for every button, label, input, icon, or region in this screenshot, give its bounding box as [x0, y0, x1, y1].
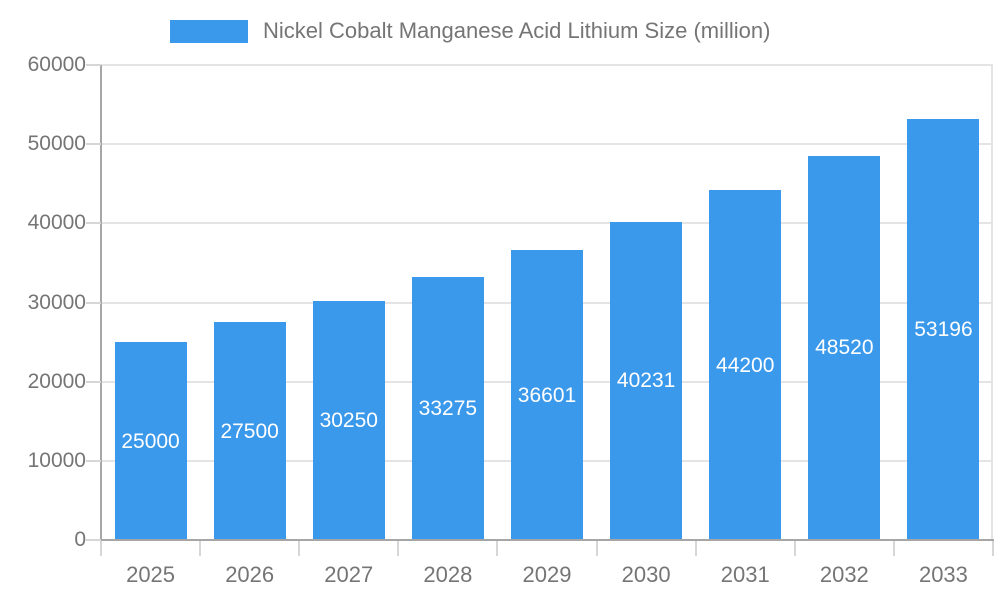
- x-tick-mark: [595, 541, 598, 556]
- y-tick-mark: [86, 539, 101, 541]
- bar[interactable]: 33275: [411, 276, 484, 540]
- x-tick-mark: [892, 541, 895, 556]
- x-axis-label: 2033: [918, 562, 968, 587]
- x-tick-mark: [397, 541, 400, 556]
- y-tick-mark: [86, 143, 101, 146]
- bar[interactable]: 44200: [709, 190, 782, 540]
- y-tick-mark: [86, 380, 101, 383]
- bar-value-label: 33275: [418, 396, 478, 420]
- x-axis-label: 2029: [522, 562, 572, 587]
- x-tick-mark: [100, 541, 102, 556]
- y-axis-label: 10000: [27, 448, 86, 472]
- y-tick-mark: [86, 301, 101, 304]
- bar[interactable]: 40231: [610, 221, 683, 540]
- y-axis-line: [100, 65, 102, 542]
- bar[interactable]: 25000: [114, 342, 187, 540]
- y-tick-mark: [86, 64, 101, 66]
- bar-value-label: 44200: [716, 353, 775, 377]
- x-axis-label: 2026: [225, 562, 275, 587]
- gridline: [101, 143, 993, 146]
- x-axis-label: 2031: [720, 562, 770, 587]
- plot-area: 25000 27500 30250 33275 36601 40231 44200 48520…: [101, 64, 993, 540]
- gridline: [101, 64, 993, 66]
- legend-label: Nickel Cobalt Manganese Acid Lithium Siz…: [263, 18, 771, 43]
- x-axis-label: 2030: [621, 562, 671, 587]
- x-axis-line: [100, 539, 994, 541]
- legend-swatch-icon: [170, 19, 248, 43]
- legend-item[interactable]: Nickel Cobalt Manganese Acid Lithium Siz…: [170, 18, 770, 44]
- x-tick-mark: [496, 541, 499, 556]
- bar-value-label: 48520: [815, 336, 874, 360]
- bar-value-label: 53196: [914, 317, 973, 341]
- y-axis-label: 20000: [27, 369, 86, 393]
- bar[interactable]: 27500: [213, 322, 286, 540]
- bar-value-label: 27500: [220, 419, 279, 443]
- bar[interactable]: 36601: [511, 250, 583, 540]
- bar-value-label: 40231: [616, 369, 676, 393]
- x-axis-label: 2032: [819, 562, 869, 587]
- y-axis-label: 60000: [27, 53, 86, 76]
- y-tick-mark: [86, 459, 101, 462]
- x-tick-mark: [298, 541, 301, 556]
- x-axis-label: 2027: [324, 562, 374, 587]
- x-tick-mark: [199, 541, 202, 556]
- y-axis-label: 40000: [27, 211, 86, 235]
- y-tick-mark: [86, 222, 101, 225]
- bar[interactable]: 53196: [907, 118, 980, 540]
- x-tick-mark: [793, 541, 796, 556]
- bar[interactable]: 48520: [808, 155, 881, 540]
- y-axis-label: 0: [74, 528, 86, 551]
- bar-value-label: 25000: [121, 429, 180, 453]
- y-axis-label: 50000: [27, 132, 86, 156]
- y-axis-label: 30000: [27, 290, 86, 314]
- bar[interactable]: 30250: [312, 300, 385, 540]
- bar-value-label: 30250: [319, 408, 378, 432]
- x-tick-mark: [694, 541, 697, 556]
- x-axis-label: 2028: [423, 562, 473, 587]
- x-axis-label: 2025: [126, 562, 176, 587]
- gridline: [101, 222, 993, 225]
- bar-value-label: 36601: [517, 383, 577, 407]
- x-tick-mark: [992, 541, 994, 556]
